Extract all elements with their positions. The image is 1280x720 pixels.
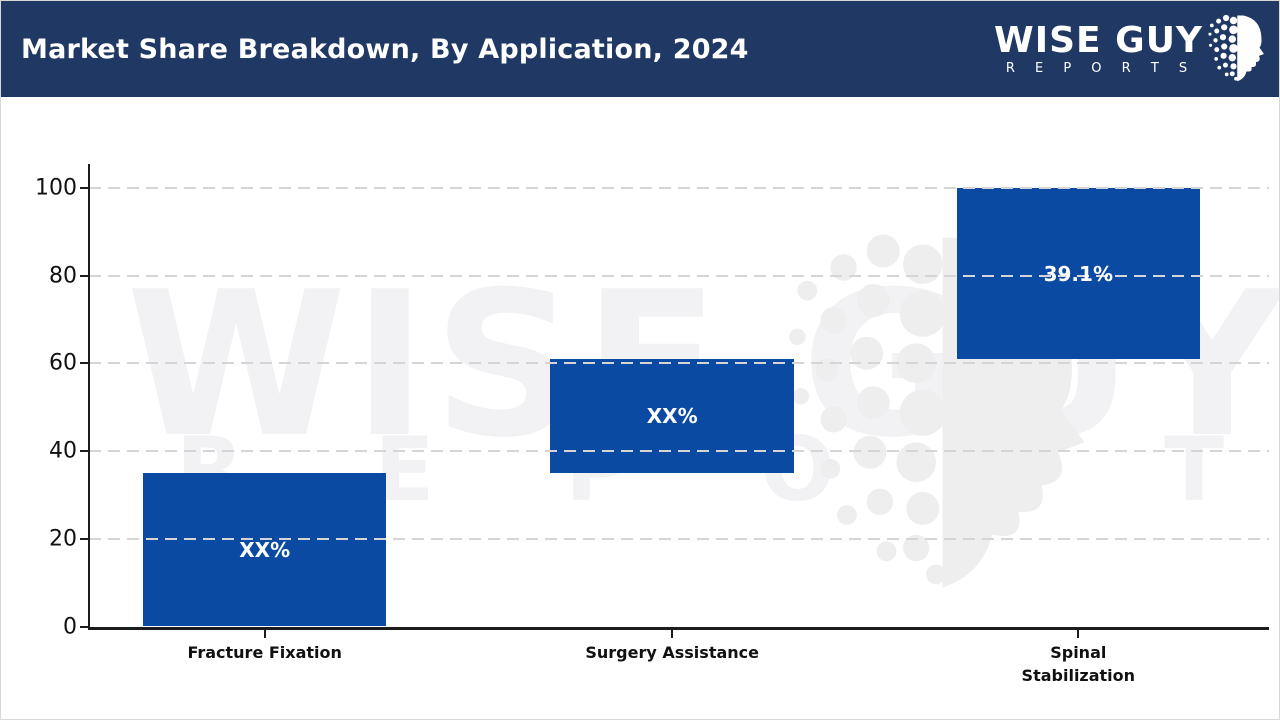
x-tick-mark xyxy=(1077,630,1080,638)
y-gridline xyxy=(89,450,1269,453)
y-gridline xyxy=(89,187,1269,189)
bar-value-label: XX% xyxy=(239,537,291,562)
y-tick-label: 100 xyxy=(35,175,77,201)
bar-segment xyxy=(142,473,387,627)
category-label: Fracture Fixation xyxy=(187,643,342,662)
y-gridline xyxy=(89,274,1269,277)
x-tick-mark xyxy=(263,630,266,638)
y-tick-mark xyxy=(80,537,89,540)
y-tick-mark xyxy=(80,450,89,453)
wise-guy-logo: WISE GUY R E P O R T S xyxy=(994,9,1267,89)
y-gridline xyxy=(89,362,1269,365)
logo-subtitle: R E P O R T S xyxy=(1005,61,1196,77)
x-tick-mark xyxy=(671,630,674,638)
bar-segment xyxy=(956,188,1201,360)
bar-value-label: 39.1% xyxy=(1043,261,1113,286)
y-tick-mark xyxy=(80,625,89,628)
bar-segment xyxy=(550,359,794,474)
page-title: Market Share Breakdown, By Application, … xyxy=(21,33,749,65)
x-axis-line xyxy=(88,627,1269,630)
logo-wordmark: WISE GUY xyxy=(993,19,1203,61)
y-tick-mark xyxy=(80,362,89,365)
y-tick-label: 60 xyxy=(49,350,77,376)
y-tick-mark xyxy=(80,274,89,277)
header: Market Share Breakdown, By Application, … xyxy=(1,1,1279,97)
logo-head-icon xyxy=(1208,14,1264,82)
y-gridline xyxy=(89,537,1269,540)
category-label: Spinal Stabilization xyxy=(1021,643,1136,686)
y-tick-mark xyxy=(80,187,89,189)
y-tick-label: 20 xyxy=(49,526,77,552)
y-axis-line xyxy=(88,164,90,630)
category-label: Surgery Assistance xyxy=(585,643,759,662)
y-tick-label: 40 xyxy=(49,438,77,464)
logo-text: WISE GUY R E P O R T S xyxy=(993,19,1203,77)
bar-value-label: XX% xyxy=(646,404,698,429)
y-tick-label: 80 xyxy=(49,263,77,289)
y-tick-label: 0 xyxy=(63,614,77,639)
